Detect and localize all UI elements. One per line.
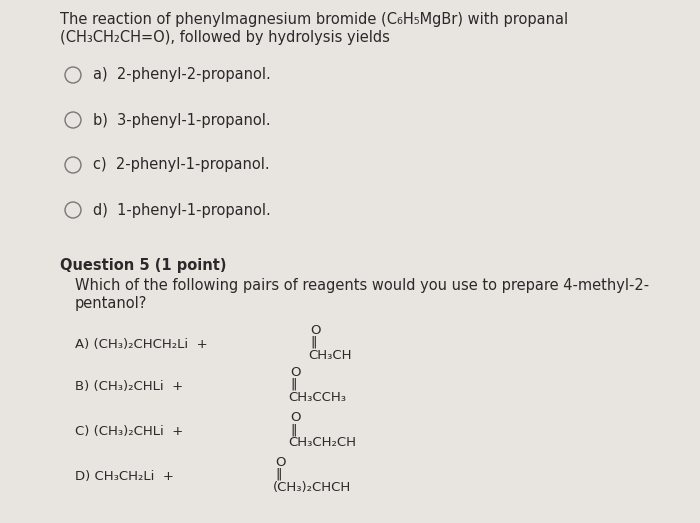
Text: a)  2-phenyl-2-propanol.: a) 2-phenyl-2-propanol.: [93, 67, 271, 83]
Text: O: O: [290, 366, 300, 379]
Text: pentanol?: pentanol?: [75, 296, 148, 311]
Text: CH₃CH₂CH: CH₃CH₂CH: [288, 436, 356, 449]
Text: CH₃CCH₃: CH₃CCH₃: [288, 391, 346, 404]
Text: (CH₃)₂CHCH: (CH₃)₂CHCH: [273, 481, 351, 494]
Text: CH₃CH: CH₃CH: [308, 349, 351, 362]
Circle shape: [65, 202, 81, 218]
Circle shape: [65, 112, 81, 128]
Text: ‖: ‖: [275, 468, 281, 481]
Text: The reaction of phenylmagnesium bromide (C₆H₅MgBr) with propanal: The reaction of phenylmagnesium bromide …: [60, 12, 568, 27]
Circle shape: [65, 67, 81, 83]
Text: O: O: [310, 324, 321, 337]
Text: d)  1-phenyl-1-propanol.: d) 1-phenyl-1-propanol.: [93, 202, 271, 218]
Text: (CH₃CH₂CH=O), followed by hydrolysis yields: (CH₃CH₂CH=O), followed by hydrolysis yie…: [60, 30, 390, 45]
Circle shape: [65, 157, 81, 173]
Text: A) (CH₃)₂CHCH₂Li  +: A) (CH₃)₂CHCH₂Li +: [75, 338, 216, 351]
Text: C) (CH₃)₂CHLi  +: C) (CH₃)₂CHLi +: [75, 425, 192, 438]
Text: c)  2-phenyl-1-propanol.: c) 2-phenyl-1-propanol.: [93, 157, 270, 173]
Text: ‖: ‖: [290, 378, 297, 391]
Text: O: O: [290, 411, 300, 424]
Text: D) CH₃CH₂Li  +: D) CH₃CH₂Li +: [75, 470, 183, 483]
Text: Question 5 (1 point): Question 5 (1 point): [60, 258, 227, 273]
Text: b)  3-phenyl-1-propanol.: b) 3-phenyl-1-propanol.: [93, 112, 271, 128]
Text: ‖: ‖: [290, 423, 297, 436]
Text: Which of the following pairs of reagents would you use to prepare 4-methyl-2-: Which of the following pairs of reagents…: [75, 278, 649, 293]
Text: ‖: ‖: [310, 336, 316, 349]
Text: B) (CH₃)₂CHLi  +: B) (CH₃)₂CHLi +: [75, 380, 192, 393]
Text: O: O: [275, 456, 286, 469]
